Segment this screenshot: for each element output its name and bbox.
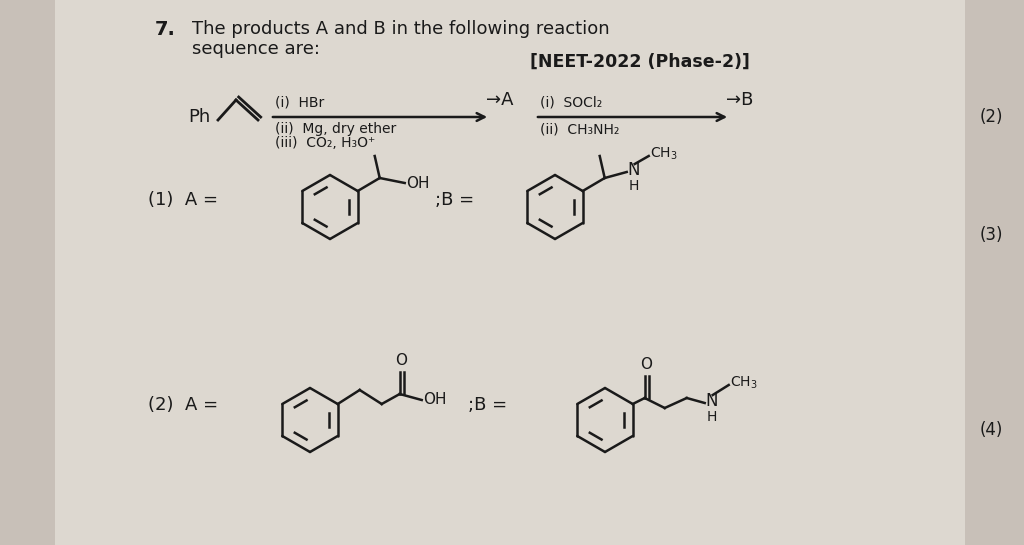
Text: (4): (4) bbox=[980, 421, 1004, 439]
Text: N: N bbox=[706, 392, 718, 410]
Text: (3): (3) bbox=[980, 226, 1004, 244]
Text: The products A and B in the following reaction: The products A and B in the following re… bbox=[193, 20, 609, 38]
Text: 7.: 7. bbox=[155, 20, 176, 39]
Text: (1)  A =: (1) A = bbox=[148, 191, 218, 209]
Text: (i)  SOCl₂: (i) SOCl₂ bbox=[540, 95, 602, 109]
Text: (ii)  CH₃NH₂: (ii) CH₃NH₂ bbox=[540, 122, 620, 136]
Text: H: H bbox=[629, 179, 639, 193]
Text: (2)  A =: (2) A = bbox=[148, 396, 218, 414]
Text: O: O bbox=[394, 353, 407, 368]
Text: CH$_3$: CH$_3$ bbox=[649, 146, 677, 162]
Bar bbox=[55, 0, 965, 545]
Text: (i)  HBr: (i) HBr bbox=[275, 95, 325, 109]
Text: (iii)  CO₂, H₃O⁺: (iii) CO₂, H₃O⁺ bbox=[275, 136, 375, 150]
Text: ;B =: ;B = bbox=[435, 191, 474, 209]
Text: (2): (2) bbox=[980, 108, 1004, 126]
Text: OH: OH bbox=[423, 392, 446, 408]
Text: OH: OH bbox=[406, 175, 429, 191]
Text: H: H bbox=[707, 410, 717, 424]
Text: (ii)  Mg, dry ether: (ii) Mg, dry ether bbox=[275, 122, 396, 136]
Text: N: N bbox=[628, 161, 640, 179]
Text: ;B =: ;B = bbox=[468, 396, 507, 414]
Text: CH$_3$: CH$_3$ bbox=[730, 375, 758, 391]
Text: →B: →B bbox=[726, 91, 754, 109]
Text: Ph: Ph bbox=[188, 108, 210, 126]
Text: sequence are:: sequence are: bbox=[193, 40, 319, 58]
Text: [NEET-2022 (Phase-2)]: [NEET-2022 (Phase-2)] bbox=[530, 53, 750, 71]
Text: O: O bbox=[640, 357, 651, 372]
Text: →A: →A bbox=[486, 91, 513, 109]
